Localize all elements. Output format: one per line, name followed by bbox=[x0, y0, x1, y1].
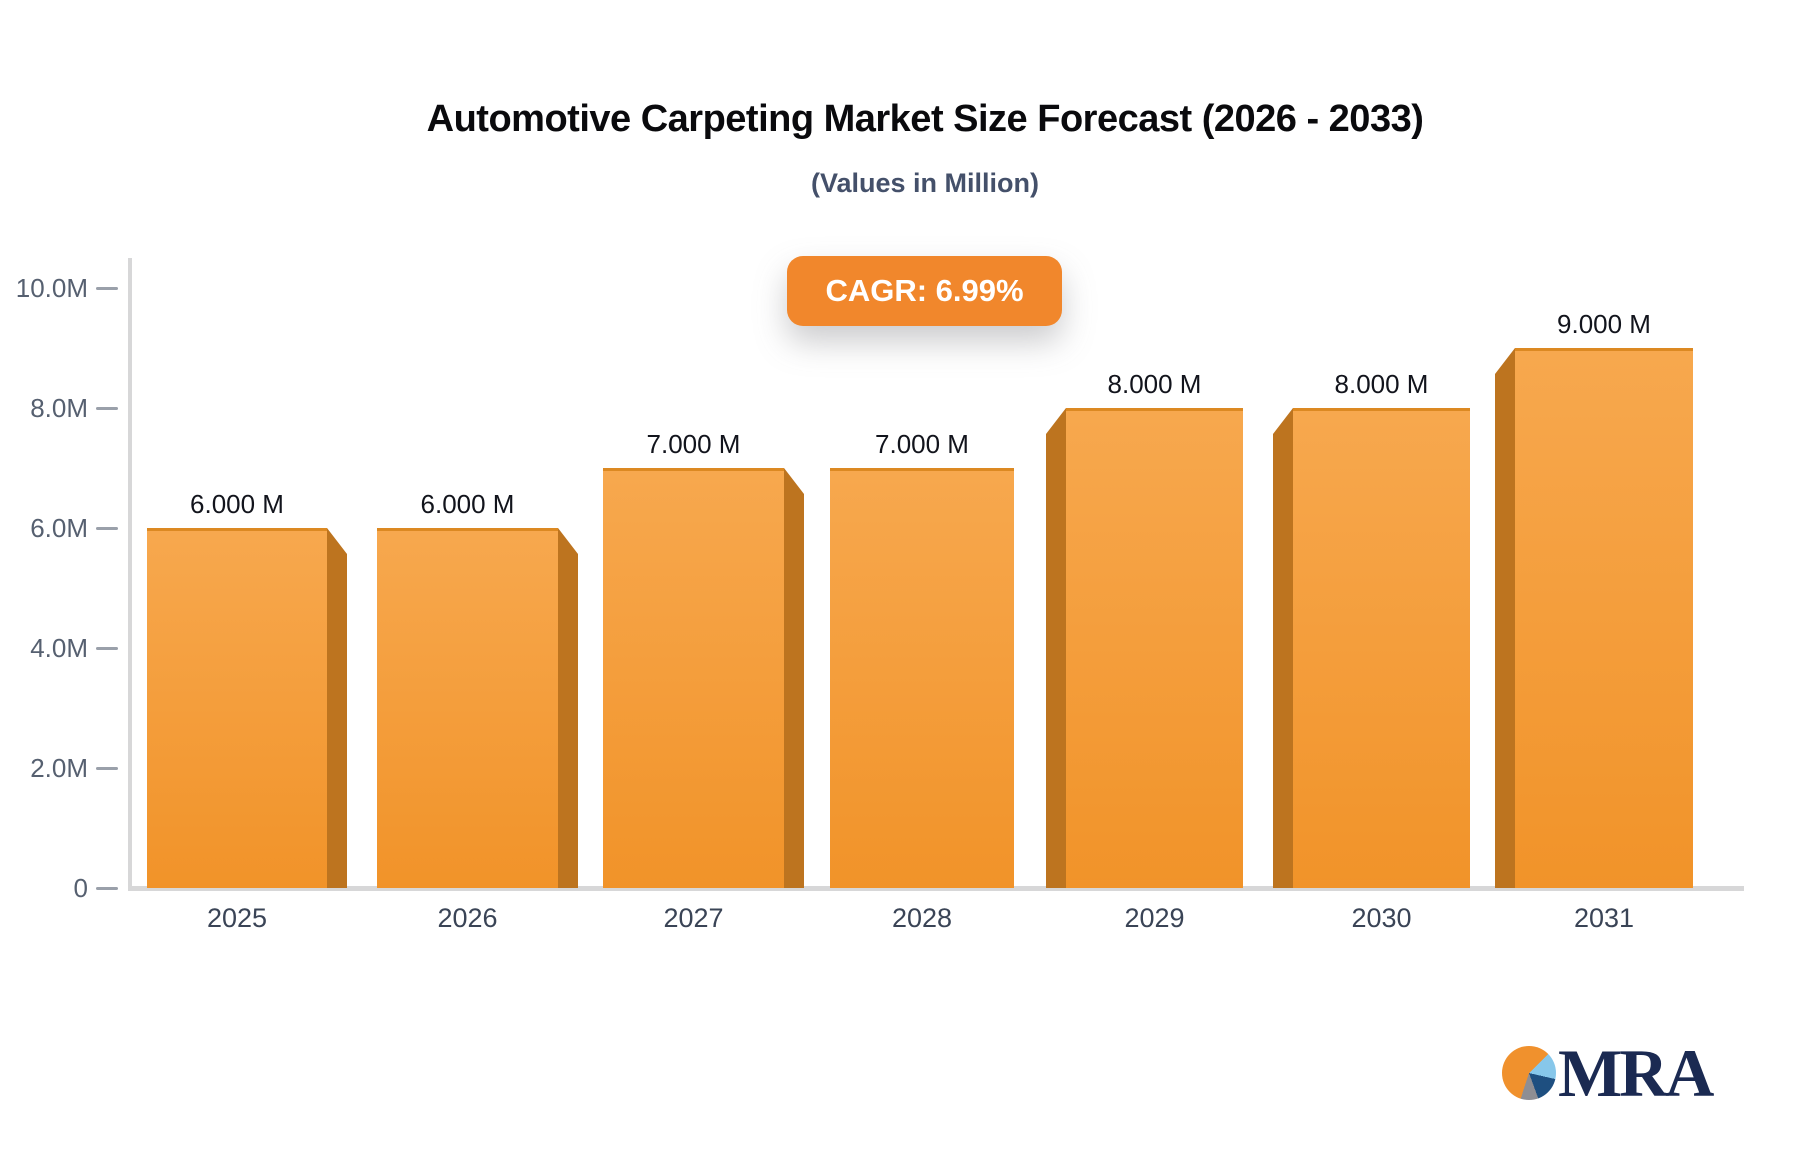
bar-value-label: 7.000 M bbox=[646, 429, 741, 459]
bar-2030 bbox=[1293, 408, 1470, 888]
bar-value-label: 8.000 M bbox=[1107, 369, 1202, 399]
cagr-badge: CAGR: 6.99% bbox=[787, 256, 1062, 326]
bar-2029 bbox=[1066, 408, 1243, 888]
brand-logo-text: MRA bbox=[1558, 1035, 1714, 1111]
y-axis-label-8.0M: 8.0M bbox=[30, 393, 88, 423]
x-axis-label-2026: 2026 bbox=[437, 903, 498, 933]
bar-3d-side bbox=[327, 528, 347, 888]
bar-3d-side bbox=[784, 468, 804, 888]
y-axis-label-0: 0 bbox=[73, 873, 88, 903]
y-axis-label-2.0M: 2.0M bbox=[30, 753, 88, 783]
x-axis-line bbox=[128, 886, 1744, 891]
bar-2031 bbox=[1515, 348, 1693, 888]
y-axis-label-4.0M: 4.0M bbox=[30, 633, 88, 663]
x-axis-label-2029: 2029 bbox=[1124, 903, 1185, 933]
bar-3d-side bbox=[1046, 408, 1066, 888]
y-tick-mark bbox=[96, 407, 118, 410]
x-axis-label-2028: 2028 bbox=[891, 903, 953, 933]
bar-value-label: 6.000 M bbox=[420, 489, 515, 519]
bar-value-label: 7.000 M bbox=[875, 429, 969, 459]
bar-2027 bbox=[603, 468, 784, 888]
bar-2025 bbox=[147, 528, 327, 888]
bar-2028 bbox=[830, 468, 1014, 888]
bar-3d-side bbox=[1273, 408, 1293, 888]
bar-value-label: 6.000 M bbox=[190, 489, 284, 519]
x-axis-label-2030: 2030 bbox=[1351, 903, 1412, 933]
y-tick-mark bbox=[96, 767, 118, 770]
bar-3d-side bbox=[1495, 348, 1515, 888]
x-axis-label-2031: 2031 bbox=[1573, 903, 1635, 933]
bar-value-label: 8.000 M bbox=[1334, 369, 1429, 399]
brand-logo: MRA bbox=[1502, 1035, 1714, 1111]
y-tick-mark bbox=[96, 287, 118, 290]
x-axis-label-2025: 2025 bbox=[206, 903, 268, 933]
bar-2026 bbox=[377, 528, 558, 888]
chart-subtitle: (Values in Million) bbox=[810, 168, 1040, 198]
x-axis-label-2027: 2027 bbox=[663, 903, 724, 933]
y-tick-mark bbox=[96, 647, 118, 650]
y-axis-label-10.0M: 10.0M bbox=[15, 273, 88, 303]
y-tick-mark bbox=[96, 527, 118, 530]
y-tick-mark bbox=[96, 887, 118, 890]
pie-chart-logo-icon bbox=[1502, 1046, 1556, 1100]
bar-value-label: 9.000 M bbox=[1557, 309, 1651, 339]
y-axis-label-6.0M: 6.0M bbox=[30, 513, 88, 543]
chart-title: Automotive Carpeting Market Size Forecas… bbox=[426, 98, 1424, 140]
bar-3d-side bbox=[558, 528, 578, 888]
y-axis-line bbox=[128, 258, 132, 888]
